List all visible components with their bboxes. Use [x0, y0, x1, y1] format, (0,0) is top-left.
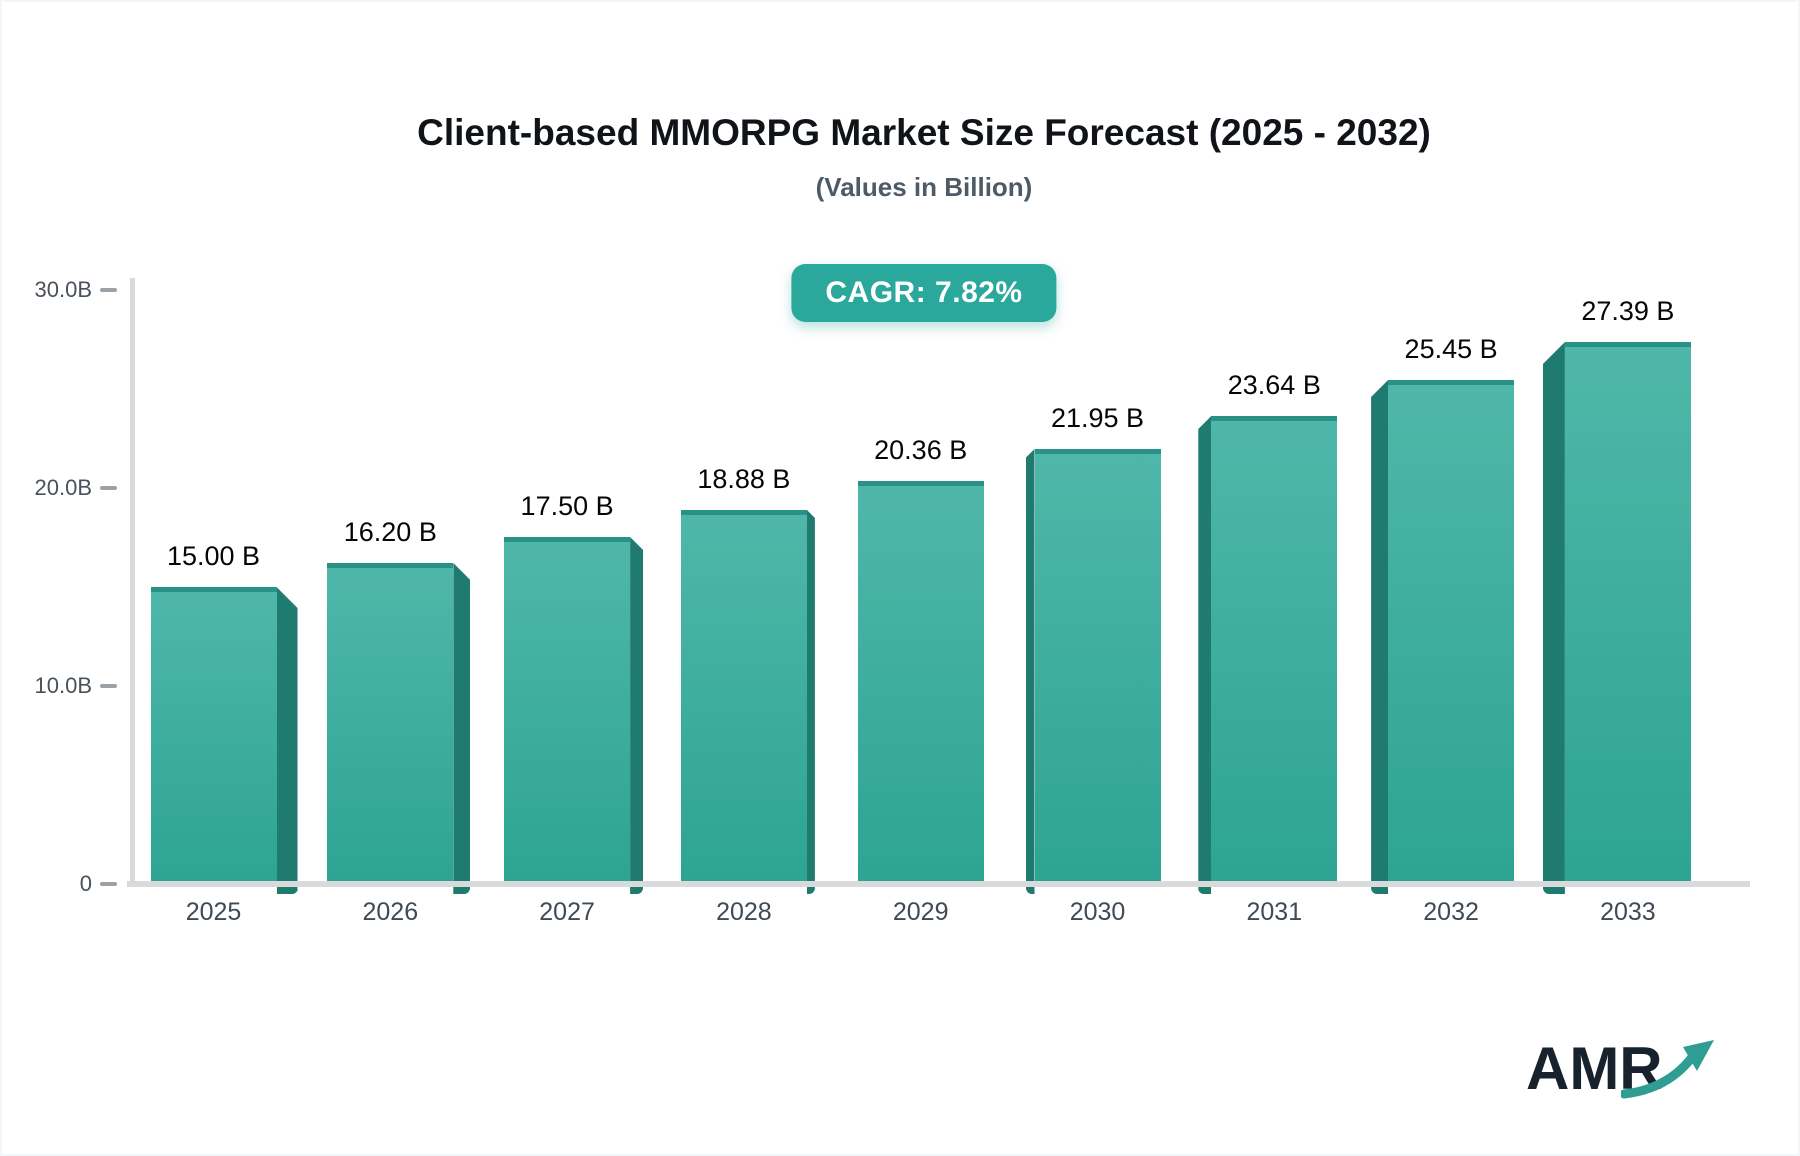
x-axis-line — [127, 881, 1750, 887]
bar-value-label-2031: 23.64 B — [1227, 370, 1321, 400]
x-axis-label-2032: 2032 — [1423, 898, 1479, 926]
bar-value-label-2028: 18.88 B — [697, 464, 791, 494]
x-axis-label-2026: 2026 — [362, 898, 419, 926]
bar-front-face-2030 — [1034, 449, 1161, 884]
bar-front-face-2028 — [680, 510, 807, 884]
bar-side-face-2032 — [1371, 380, 1389, 894]
bar-front-face-2033 — [1564, 342, 1691, 884]
x-axis-label-2029: 2029 — [892, 898, 949, 926]
cagr-badge: CAGR: 7.82% — [791, 264, 1057, 322]
y-tick — [100, 882, 117, 886]
bar-front-face-2029 — [857, 481, 984, 884]
y-tick-label: 30.0B — [34, 277, 93, 302]
growth-arrow-icon — [1621, 1040, 1714, 1099]
x-axis-label-2025: 2025 — [185, 898, 242, 926]
y-tick-label: 10.0B — [34, 673, 93, 698]
x-axis-label-2028: 2028 — [716, 898, 772, 926]
y-tick — [100, 684, 117, 688]
y-tick — [100, 486, 117, 490]
bar-value-label-2030: 21.95 B — [1050, 403, 1145, 433]
bar-value-label-2033: 27.39 B — [1581, 296, 1675, 326]
x-axis-label-2030: 2030 — [1069, 898, 1126, 926]
bar-side-face-2028 — [806, 510, 815, 894]
y-axis-line — [130, 278, 135, 887]
bar-front-face-2025 — [150, 587, 277, 884]
bar-side-face-2026 — [453, 563, 471, 894]
bar-front-face-2026 — [327, 563, 454, 884]
y-tick-label: 0 — [79, 871, 92, 896]
bar-side-face-2031 — [1198, 416, 1212, 894]
bar-front-face-2027 — [504, 537, 631, 884]
amr-logo: AMR — [1526, 1038, 1766, 1118]
bar-side-face-2025 — [276, 587, 298, 894]
bar-side-face-2030 — [1025, 449, 1035, 894]
chart-subtitle: (Values in Billion) — [815, 172, 1033, 202]
bar-value-label-2026: 16.20 B — [343, 517, 437, 547]
x-axis-label-2033: 2033 — [1600, 898, 1656, 926]
bar-value-label-2027: 17.50 B — [520, 491, 614, 521]
bar-value-label-2025: 15.00 B — [166, 541, 261, 571]
bar-front-face-2031 — [1211, 416, 1338, 884]
bar-side-face-2033 — [1542, 342, 1565, 894]
y-tick — [100, 288, 117, 292]
x-axis-label-2027: 2027 — [539, 898, 595, 926]
chart-title: Client-based MMORPG Market Size Forecast… — [417, 112, 1431, 153]
bar-value-label-2029: 20.36 B — [874, 435, 968, 465]
bar-value-label-2032: 25.45 B — [1404, 334, 1498, 364]
y-tick-label: 20.0B — [34, 475, 93, 500]
bar-front-face-2032 — [1388, 380, 1515, 884]
x-axis-label-2031: 2031 — [1246, 898, 1303, 926]
bar-side-face-2027 — [630, 537, 644, 894]
